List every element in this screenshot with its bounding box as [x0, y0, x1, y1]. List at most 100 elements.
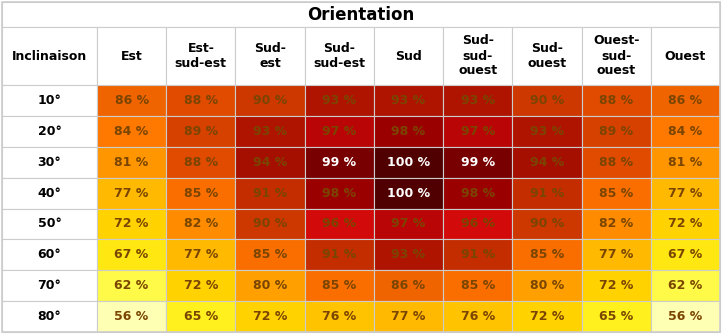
Bar [235, 270, 305, 301]
Bar [305, 178, 374, 208]
Bar [443, 85, 513, 116]
Text: Sud-
est: Sud- est [254, 42, 286, 70]
Text: 60°: 60° [38, 248, 61, 261]
Text: 98 %: 98 % [322, 187, 357, 199]
Text: Sud-
sud-
ouest: Sud- sud- ouest [458, 34, 497, 77]
Bar [374, 239, 443, 270]
Text: 91 %: 91 % [253, 187, 287, 199]
Text: 97 %: 97 % [461, 125, 495, 138]
Bar [513, 116, 581, 147]
Bar [166, 208, 235, 239]
Bar [651, 85, 720, 116]
Bar [581, 85, 651, 116]
Text: 93 %: 93 % [530, 125, 564, 138]
Bar [374, 147, 443, 178]
Text: 72 %: 72 % [530, 310, 564, 323]
Text: 90 %: 90 % [253, 217, 287, 230]
Text: 77 %: 77 % [599, 248, 633, 261]
Bar [513, 208, 581, 239]
Bar [581, 208, 651, 239]
Bar [305, 85, 374, 116]
Text: 76 %: 76 % [322, 310, 357, 323]
Bar [97, 27, 166, 85]
Bar [2, 301, 97, 332]
Bar [651, 301, 720, 332]
Bar [97, 270, 166, 301]
Text: 82 %: 82 % [183, 217, 218, 230]
Text: 10°: 10° [38, 94, 61, 107]
Text: 86 %: 86 % [115, 94, 149, 107]
Bar [305, 270, 374, 301]
Text: 90 %: 90 % [530, 217, 564, 230]
Bar [651, 116, 720, 147]
Text: Sud-
ouest: Sud- ouest [527, 42, 567, 70]
Text: 91 %: 91 % [322, 248, 357, 261]
Bar [513, 27, 581, 85]
Text: 65 %: 65 % [599, 310, 633, 323]
Text: 99 %: 99 % [322, 156, 357, 169]
Bar [97, 178, 166, 208]
Bar [513, 178, 581, 208]
Bar [513, 301, 581, 332]
Bar [374, 116, 443, 147]
Text: 72 %: 72 % [114, 217, 149, 230]
Text: 77 %: 77 % [183, 248, 218, 261]
Bar [235, 116, 305, 147]
Bar [443, 301, 513, 332]
Text: 80°: 80° [38, 310, 61, 323]
Bar [651, 270, 720, 301]
Text: 89 %: 89 % [184, 125, 218, 138]
Bar [651, 147, 720, 178]
Text: 56 %: 56 % [669, 310, 703, 323]
Text: 93 %: 93 % [461, 94, 495, 107]
Bar [97, 147, 166, 178]
Text: 85 %: 85 % [599, 187, 633, 199]
Bar [166, 85, 235, 116]
Text: 91 %: 91 % [461, 248, 495, 261]
Text: 85 %: 85 % [253, 248, 287, 261]
Bar [2, 116, 97, 147]
Bar [651, 178, 720, 208]
Text: 94 %: 94 % [253, 156, 287, 169]
Bar [235, 208, 305, 239]
Text: Inclinaison: Inclinaison [12, 49, 87, 62]
Bar [513, 239, 581, 270]
Bar [581, 178, 651, 208]
Text: 93 %: 93 % [391, 94, 425, 107]
Bar [2, 208, 97, 239]
Text: 80 %: 80 % [530, 279, 564, 292]
Text: 20°: 20° [38, 125, 61, 138]
Bar [166, 27, 235, 85]
Bar [235, 27, 305, 85]
Text: 80 %: 80 % [253, 279, 287, 292]
Text: 77 %: 77 % [391, 310, 426, 323]
Text: Ouest: Ouest [665, 49, 706, 62]
Text: 91 %: 91 % [530, 187, 564, 199]
Text: 85 %: 85 % [322, 279, 357, 292]
Bar [2, 178, 97, 208]
Text: Ouest-
sud-
ouest: Ouest- sud- ouest [593, 34, 640, 77]
Bar [235, 85, 305, 116]
Bar [651, 27, 720, 85]
Bar [166, 147, 235, 178]
Text: 67 %: 67 % [669, 248, 703, 261]
Bar [581, 239, 651, 270]
Bar [305, 239, 374, 270]
Text: 98 %: 98 % [461, 187, 495, 199]
Bar [166, 301, 235, 332]
Text: 40°: 40° [38, 187, 61, 199]
Text: Sud-
sud-est: Sud- sud-est [313, 42, 365, 70]
Text: 100 %: 100 % [387, 156, 430, 169]
Text: 98 %: 98 % [391, 125, 425, 138]
Text: 81 %: 81 % [115, 156, 149, 169]
Text: 90 %: 90 % [530, 94, 564, 107]
Bar [235, 239, 305, 270]
Text: 93 %: 93 % [322, 94, 357, 107]
Bar [651, 208, 720, 239]
Text: Orientation: Orientation [308, 5, 414, 23]
Text: 85 %: 85 % [530, 248, 564, 261]
Bar [374, 27, 443, 85]
Text: 85 %: 85 % [461, 279, 495, 292]
Bar [581, 301, 651, 332]
Text: 96 %: 96 % [461, 217, 495, 230]
